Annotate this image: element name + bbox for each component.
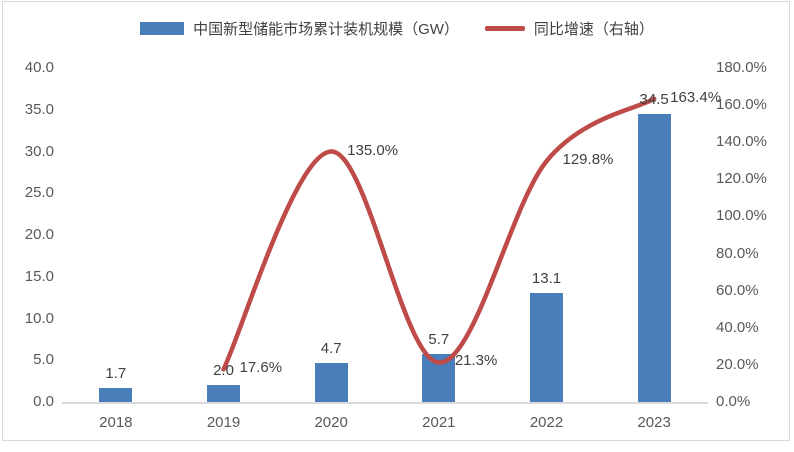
bar-value-label: 2.0 [213, 362, 234, 380]
bar [422, 354, 456, 402]
x-axis-line [62, 402, 708, 404]
right-axis-tick-label: 120.0% [716, 170, 767, 188]
chart-legend: 中国新型储能市场累计装机规模（GW） 同比增速（右轴） [0, 18, 794, 39]
left-axis-tick-label: 10.0 [24, 309, 54, 327]
right-axis-tick-label: 160.0% [716, 96, 767, 114]
line-value-label: 17.6% [239, 359, 283, 377]
x-axis-label: 2019 [206, 414, 241, 431]
left-axis-tick-label: 20.0 [24, 226, 54, 243]
bar-value-label: 1.7 [105, 364, 127, 382]
x-axis-label: 2022 [529, 414, 564, 431]
left-axis-tick-label: 5.0 [33, 351, 54, 369]
bar [530, 292, 563, 402]
legend-bar-swatch [140, 22, 185, 35]
legend-item-line: 同比增速（右轴） [484, 18, 654, 39]
bar [637, 113, 671, 402]
bar-value-label: 13.1 [531, 269, 562, 287]
line-value-label: 129.8% [562, 151, 614, 169]
left-axis-tick-label: 15.0 [24, 267, 54, 285]
legend-bar-label: 中国新型储能市场累计装机规模（GW） [193, 21, 459, 38]
line-value-label: 135.0% [347, 141, 399, 159]
bar [99, 387, 133, 402]
legend-line-label: 同比增速（右轴） [533, 21, 654, 38]
right-axis-tick-label: 100.0% [716, 207, 767, 225]
x-axis-label: 2018 [99, 414, 133, 431]
line-value-label: 21.3% [454, 352, 498, 370]
right-axis-tick-label: 40.0% [716, 318, 759, 336]
legend-item-bars: 中国新型储能市场累计装机规模（GW） [140, 18, 459, 39]
left-axis-tick-label: 35.0 [24, 100, 54, 118]
legend-line-swatch [484, 26, 525, 31]
bar-value-label: 34.5 [639, 90, 669, 108]
right-axis-tick-label: 80.0% [716, 244, 759, 262]
line-value-label: 163.4% [670, 88, 722, 106]
bar [314, 362, 348, 402]
bar [207, 385, 240, 402]
left-axis-tick-label: 0.0 [33, 393, 54, 410]
left-axis-tick-label: 25.0 [24, 184, 54, 202]
left-axis-tick-label: 40.0 [24, 59, 54, 76]
right-axis-tick-label: 20.0% [716, 355, 759, 373]
right-axis-tick-label: 0.0% [716, 393, 751, 410]
right-axis-tick-label: 140.0% [716, 133, 767, 151]
x-axis-label: 2023 [637, 414, 671, 431]
bar-value-label: 4.7 [320, 339, 342, 357]
right-axis-tick-label: 60.0% [716, 281, 759, 299]
x-axis-label: 2020 [314, 414, 348, 431]
x-axis-label: 2021 [422, 414, 456, 431]
left-axis-tick-label: 30.0 [24, 142, 54, 160]
right-axis-tick-label: 180.0% [716, 59, 767, 76]
bar-value-label: 5.7 [428, 331, 450, 349]
